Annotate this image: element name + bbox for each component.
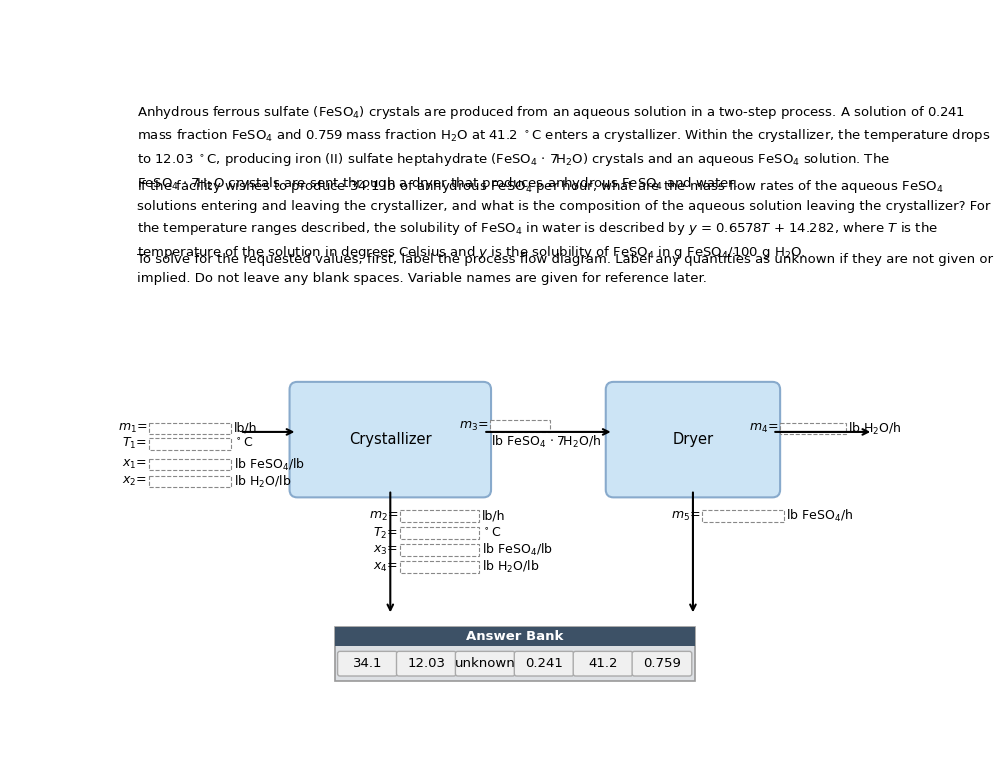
Text: $^\circ$C: $^\circ$C bbox=[233, 438, 254, 450]
Text: 34.1: 34.1 bbox=[353, 657, 382, 670]
Text: Dryer: Dryer bbox=[672, 432, 713, 447]
Text: $x_2$=: $x_2$= bbox=[122, 475, 147, 488]
FancyBboxPatch shape bbox=[400, 528, 479, 539]
FancyBboxPatch shape bbox=[148, 476, 231, 487]
Text: 0.241: 0.241 bbox=[525, 657, 563, 670]
Text: $m_3$=: $m_3$= bbox=[459, 420, 488, 433]
FancyBboxPatch shape bbox=[490, 421, 550, 432]
Text: 0.759: 0.759 bbox=[643, 657, 681, 670]
FancyBboxPatch shape bbox=[148, 423, 231, 435]
Text: $T_1$=: $T_1$= bbox=[122, 436, 147, 452]
Text: unknown: unknown bbox=[455, 657, 516, 670]
FancyBboxPatch shape bbox=[573, 651, 633, 676]
Text: lb FeSO$_4$/h: lb FeSO$_4$/h bbox=[786, 508, 853, 525]
FancyBboxPatch shape bbox=[338, 651, 397, 676]
Text: $m_1$=: $m_1$= bbox=[117, 422, 147, 435]
FancyBboxPatch shape bbox=[606, 382, 781, 497]
Text: Answer Bank: Answer Bank bbox=[466, 630, 563, 643]
Text: Anhydrous ferrous sulfate (FeSO$_4$) crystals are produced from an aqueous solut: Anhydrous ferrous sulfate (FeSO$_4$) cry… bbox=[137, 104, 990, 192]
Text: $m_4$=: $m_4$= bbox=[749, 422, 779, 435]
FancyBboxPatch shape bbox=[455, 651, 515, 676]
FancyBboxPatch shape bbox=[148, 459, 231, 470]
Text: If the facility wishes to produce 34.1 lb of anhydrous FeSO$_4$ per hour, what a: If the facility wishes to produce 34.1 l… bbox=[137, 178, 990, 261]
Text: $m_5$=: $m_5$= bbox=[671, 510, 700, 523]
Text: $^\circ$C: $^\circ$C bbox=[482, 527, 501, 540]
FancyBboxPatch shape bbox=[400, 561, 479, 573]
FancyBboxPatch shape bbox=[702, 511, 784, 522]
Text: lb H$_2$O/h: lb H$_2$O/h bbox=[849, 421, 902, 437]
Text: lb FeSO$_4$/lb: lb FeSO$_4$/lb bbox=[482, 542, 553, 558]
Text: 12.03: 12.03 bbox=[408, 657, 445, 670]
FancyBboxPatch shape bbox=[335, 628, 694, 681]
Text: To solve for the requested values, first, label the process flow diagram. Label : To solve for the requested values, first… bbox=[137, 253, 993, 285]
FancyBboxPatch shape bbox=[148, 438, 231, 449]
Text: $x_1$=: $x_1$= bbox=[122, 458, 147, 471]
FancyBboxPatch shape bbox=[781, 423, 846, 435]
FancyBboxPatch shape bbox=[290, 382, 491, 497]
Text: lb FeSO$_4$/lb: lb FeSO$_4$/lb bbox=[233, 456, 305, 473]
Text: $x_3$=: $x_3$= bbox=[373, 543, 398, 556]
Text: $x_4$=: $x_4$= bbox=[373, 560, 398, 573]
FancyBboxPatch shape bbox=[335, 628, 694, 646]
Text: $m_2$=: $m_2$= bbox=[369, 510, 398, 523]
FancyBboxPatch shape bbox=[400, 544, 479, 556]
Text: Crystallizer: Crystallizer bbox=[349, 432, 432, 447]
FancyBboxPatch shape bbox=[632, 651, 691, 676]
Text: lb H$_2$O/lb: lb H$_2$O/lb bbox=[482, 559, 539, 575]
Text: lb/h: lb/h bbox=[233, 422, 258, 435]
Text: $T_2$=: $T_2$= bbox=[374, 525, 398, 541]
Text: lb FeSO$_4$ $\cdot$ 7H$_2$O/h: lb FeSO$_4$ $\cdot$ 7H$_2$O/h bbox=[491, 435, 601, 450]
FancyBboxPatch shape bbox=[397, 651, 456, 676]
FancyBboxPatch shape bbox=[400, 511, 479, 522]
FancyBboxPatch shape bbox=[514, 651, 574, 676]
Text: 41.2: 41.2 bbox=[588, 657, 618, 670]
Text: lb H$_2$O/lb: lb H$_2$O/lb bbox=[233, 473, 292, 490]
Text: lb/h: lb/h bbox=[482, 510, 505, 523]
